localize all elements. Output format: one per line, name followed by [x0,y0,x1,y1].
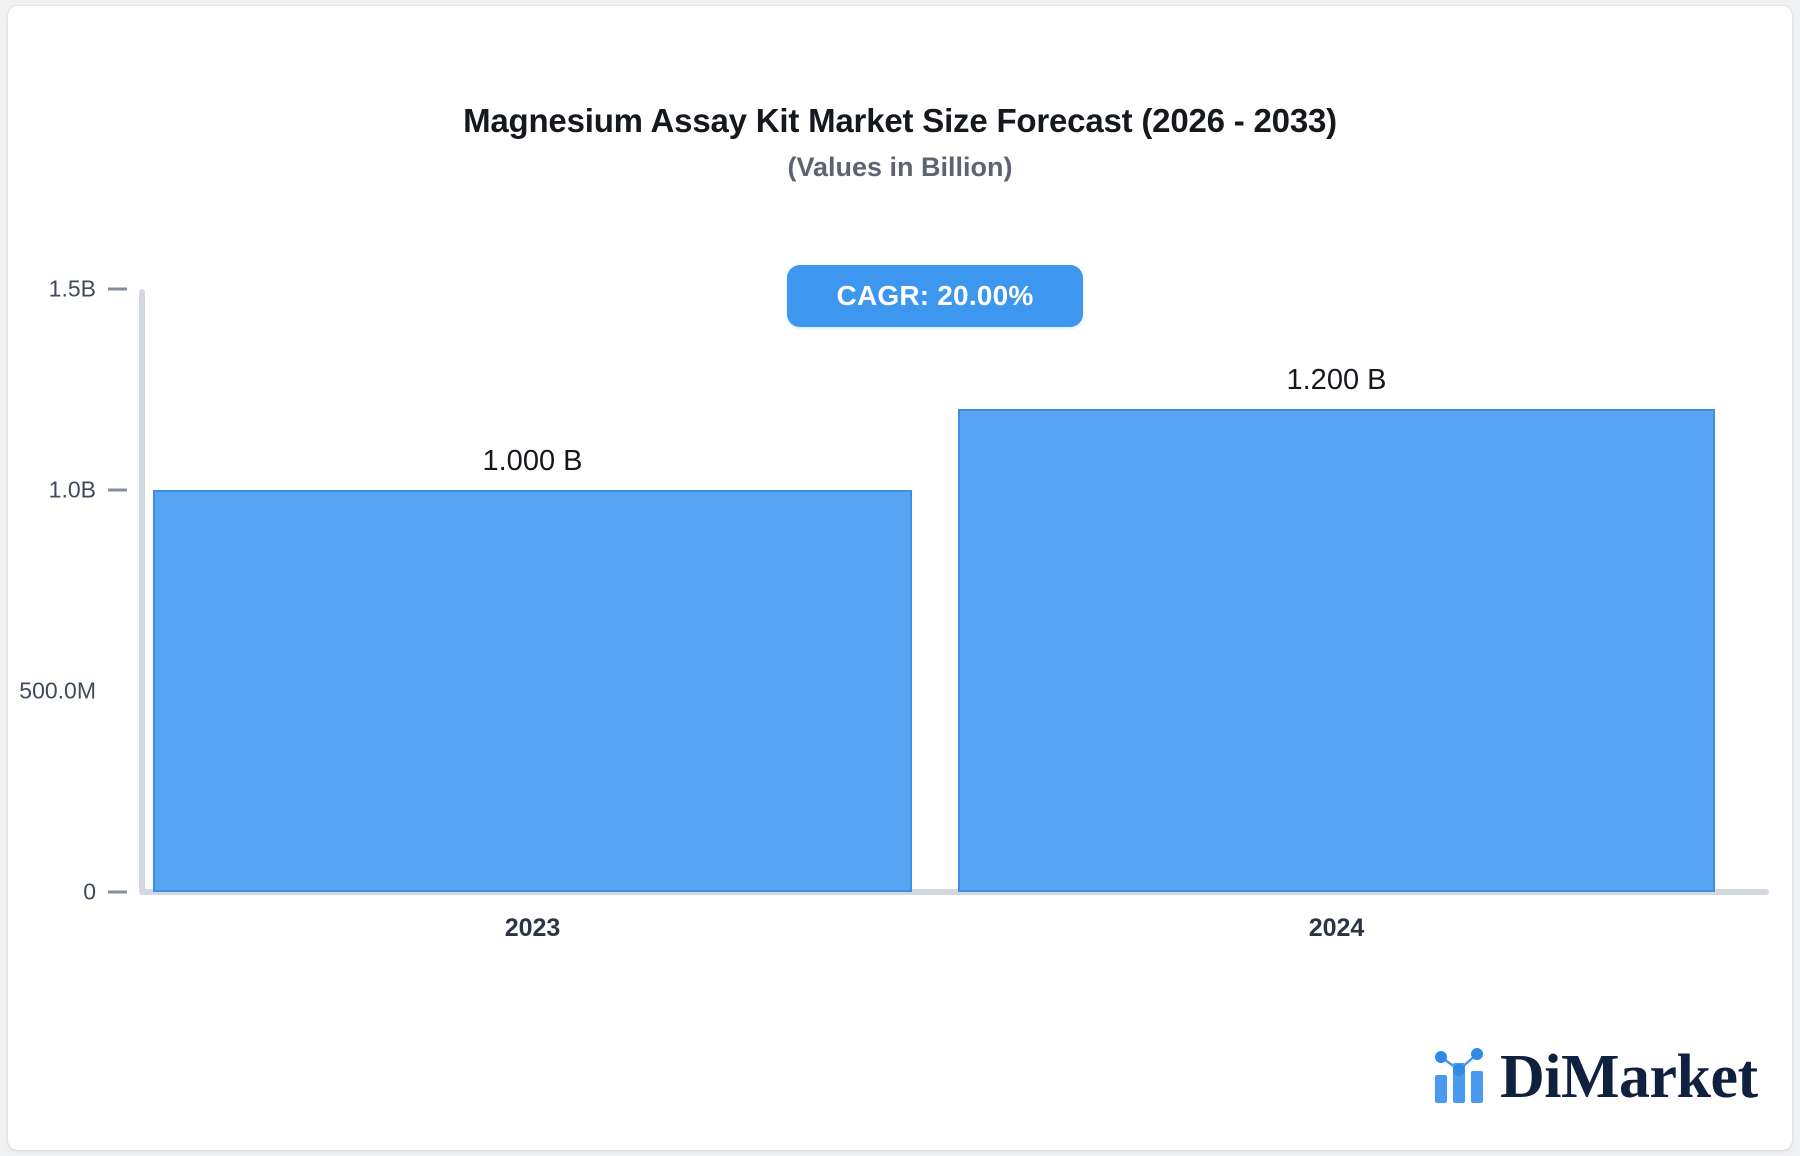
cagr-badge: CAGR: 20.00% [787,265,1083,327]
cagr-badge-label: CAGR: 20.00% [836,280,1034,311]
y-tick-label: 500.0M [19,677,96,704]
plot-area: 1.5B 1.0B 500.0M 0 1.000 B 2023 1.200 B … [8,6,1792,1150]
chart-title: Magnesium Assay Kit Market Size Forecast… [463,102,1337,139]
bar-value-label: 1.000 B [482,445,583,477]
dimarket-logo: DiMarket [1432,1038,1758,1116]
bar-chart-icon [1432,1048,1490,1106]
y-tick-label: 0 [83,878,96,905]
chart-subtitle: (Values in Billion) [787,152,1013,182]
y-tick-mark [108,287,127,291]
x-tick-label-2024: 2024 [1308,914,1365,942]
y-tick-mark [108,890,127,894]
brand-name: DiMarket [1500,1043,1758,1111]
y-axis-line [139,289,145,894]
y-tick-label: 1.5B [48,275,96,302]
x-tick-label-2023: 2023 [504,914,561,942]
y-tick-label: 1.0B [48,476,96,503]
y-tick-mark [108,488,127,492]
bar-2024 [958,409,1715,892]
x-axis-line [139,889,1769,895]
chart-card: Magnesium Assay Kit Market Size Forecast… [8,6,1792,1150]
bar-2023 [153,490,912,892]
bar-value-label: 1.200 B [1286,364,1387,396]
